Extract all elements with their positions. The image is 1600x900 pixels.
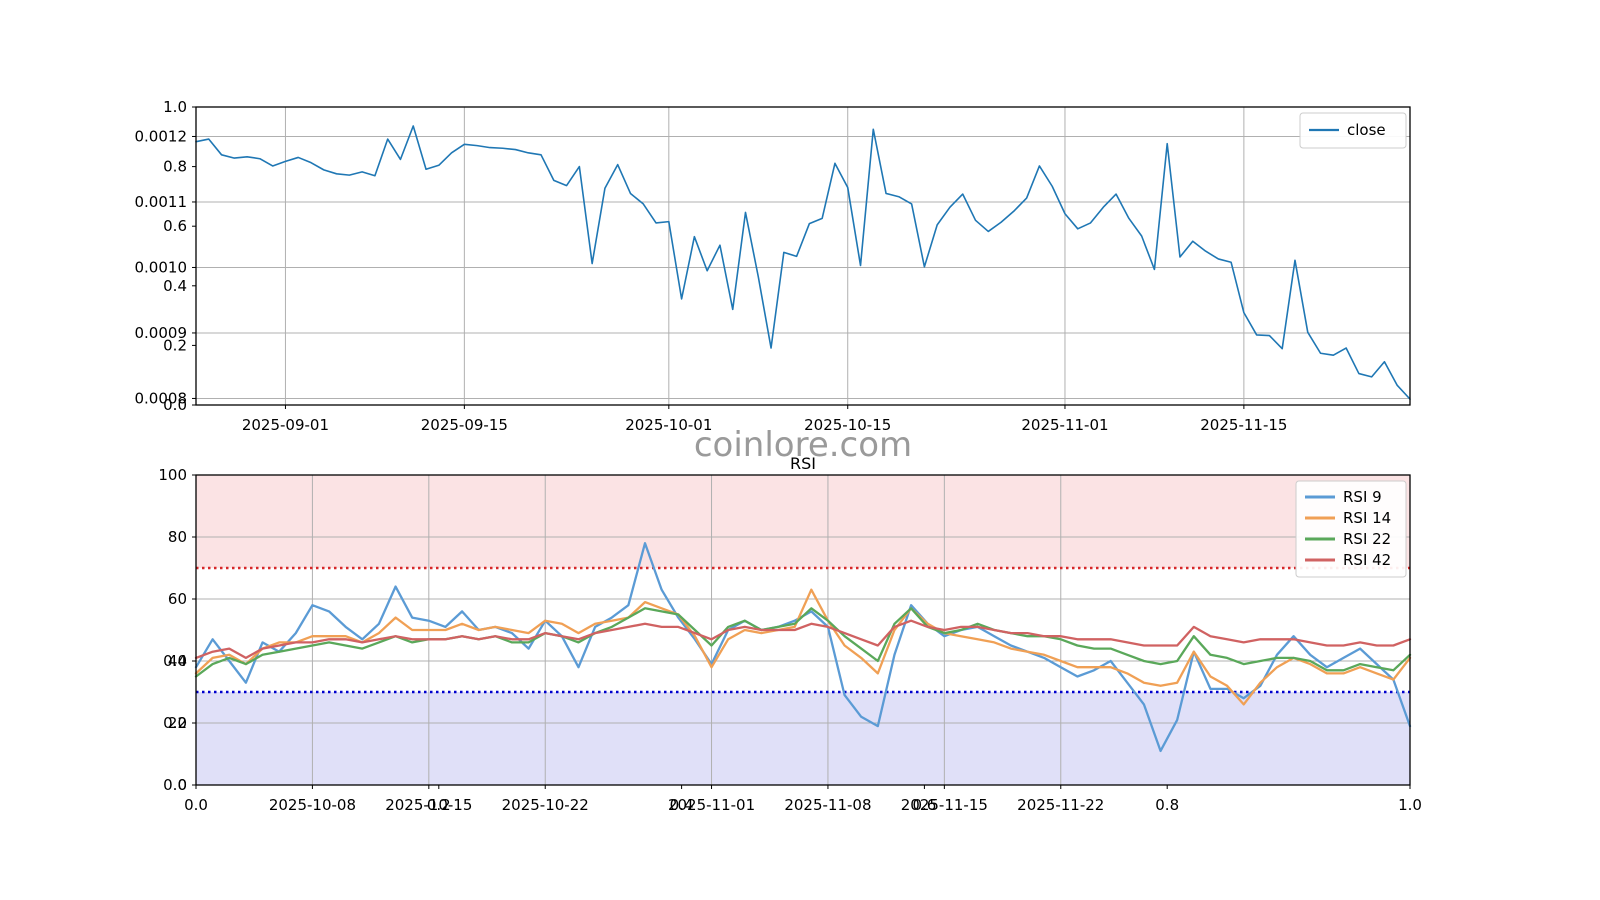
rsi-x-tick-label-secondary: 0.8: [1155, 796, 1179, 814]
rsi-x-tick-label: 2025-10-08: [269, 796, 356, 814]
rsi-band-overbought: [196, 475, 1410, 568]
price-legend[interactable]: close: [1299, 112, 1407, 149]
rsi-plot-frame: [195, 474, 1411, 786]
rsi-legend-box[interactable]: [1295, 480, 1407, 578]
price-y-tick-label-secondary: 1.0: [163, 98, 187, 116]
rsi-y-tick-label: 20: [168, 714, 187, 732]
rsi-x-tick-label: 2025-10-22: [502, 796, 589, 814]
rsi-y-tick-label-secondary: 0.4: [163, 652, 187, 670]
rsi-x-tick-label-secondary: 1.0: [1398, 796, 1422, 814]
price-x-tick-label: 2025-10-15: [804, 416, 891, 434]
rsi-legend-label: RSI 9: [1343, 488, 1382, 506]
price-x-tick-label: 2025-09-01: [242, 416, 329, 434]
price-y-tick-label: 0.0011: [135, 193, 188, 211]
price-line-close: [195, 125, 1411, 400]
rsi-y-tick-label: 100: [158, 466, 187, 484]
price-y-tick-label: 0.0009: [135, 324, 188, 342]
price-legend-label: close: [1347, 121, 1386, 139]
rsi-x-tick-label-secondary: 0.4: [670, 796, 694, 814]
rsi-x-tick-label: 2025-11-15: [901, 796, 988, 814]
price-y-tick-label-secondary: 0.2: [163, 336, 187, 354]
price-legend-box[interactable]: [1299, 112, 1407, 149]
rsi-x-tick-label-secondary: 0.6: [912, 796, 936, 814]
rsi-series-lines: [194, 542, 1412, 753]
rsi-y-tick-label: 0: [177, 776, 187, 794]
rsi-y-tick-label: 40: [168, 652, 187, 670]
price-series-lines: [195, 125, 1411, 400]
rsi-band-oversold: [196, 692, 1410, 785]
price-plot-background: [196, 107, 1410, 405]
rsi-x-tick-label-secondary: 0.0: [184, 796, 208, 814]
price-y-tick-label: 0.0012: [135, 127, 188, 145]
price-x-tick-label: 2025-11-01: [1021, 416, 1108, 434]
price-x-tick-label: 2025-09-15: [421, 416, 508, 434]
rsi-legend-label: RSI 14: [1343, 509, 1391, 527]
rsi-legend-label: RSI 42: [1343, 551, 1391, 569]
price-y-tick-label: 0.0010: [135, 258, 188, 276]
price-y-tick-label-secondary: 0.8: [163, 158, 187, 176]
price-y-tick-label-secondary: 0.6: [163, 217, 187, 235]
rsi-x-tick-label-secondary: 0.2: [427, 796, 451, 814]
rsi-line-rsi-14: [194, 588, 1412, 706]
price-gridlines: [196, 107, 1410, 405]
rsi-x-tick-label: 2025-10-15: [385, 796, 472, 814]
rsi-threshold-bands: [196, 475, 1410, 785]
rsi-threshold-lines: [196, 566, 1410, 694]
rsi-x-tick-label: 2025-11-08: [784, 796, 871, 814]
rsi-chart-title: RSI: [790, 454, 816, 473]
rsi-x-tick-label: 2025-11-22: [1017, 796, 1104, 814]
price-x-axis-labels: 2025-09-01 2025-09-15 2025-10-01 2025-10-15…: [242, 416, 1288, 434]
price-y-tick-label-secondary: 0.0: [163, 396, 187, 414]
price-plot-frame: [195, 106, 1411, 406]
rsi-legend-label: RSI 22: [1343, 530, 1391, 548]
price-y-tick-label: 0.0008: [135, 389, 188, 407]
price-y-tick-label-secondary: 0.4: [163, 277, 187, 295]
rsi-tick-marks: [192, 474, 1411, 789]
price-x-tick-label: 2025-10-01: [625, 416, 712, 434]
rsi-y-tick-label: 80: [168, 528, 187, 546]
rsi-x-tick-label: 2025-11-01: [668, 796, 755, 814]
rsi-y-tick-label-secondary: 0.0: [163, 776, 187, 794]
rsi-y-tick-label: 60: [168, 590, 187, 608]
price-chart-panel: 0.0008 0.0009 0.0010 0.0011 0.0012 0.0 0.2 0.4 0…: [135, 98, 1411, 434]
price-x-tick-label: 2025-11-15: [1200, 416, 1287, 434]
rsi-line-rsi-42: [194, 619, 1412, 660]
price-tick-marks: [192, 106, 1245, 409]
rsi-x-axis-labels: 2025-10-08 2025-10-15 2025-10-22 2025-11-01…: [184, 796, 1422, 814]
rsi-y-axis-labels: 0 20 40 60 80 100 0.0 0.2 0.4: [158, 466, 187, 794]
rsi-legend[interactable]: RSI 9 RSI 14 RSI 22 RSI 42: [1295, 480, 1407, 578]
price-y-axis-labels: 0.0008 0.0009 0.0010 0.0011 0.0012 0.0 0.2 0.4 0…: [135, 98, 188, 414]
watermark-label: coinlore.com: [694, 425, 912, 465]
rsi-y-tick-label-secondary: 0.2: [163, 714, 187, 732]
